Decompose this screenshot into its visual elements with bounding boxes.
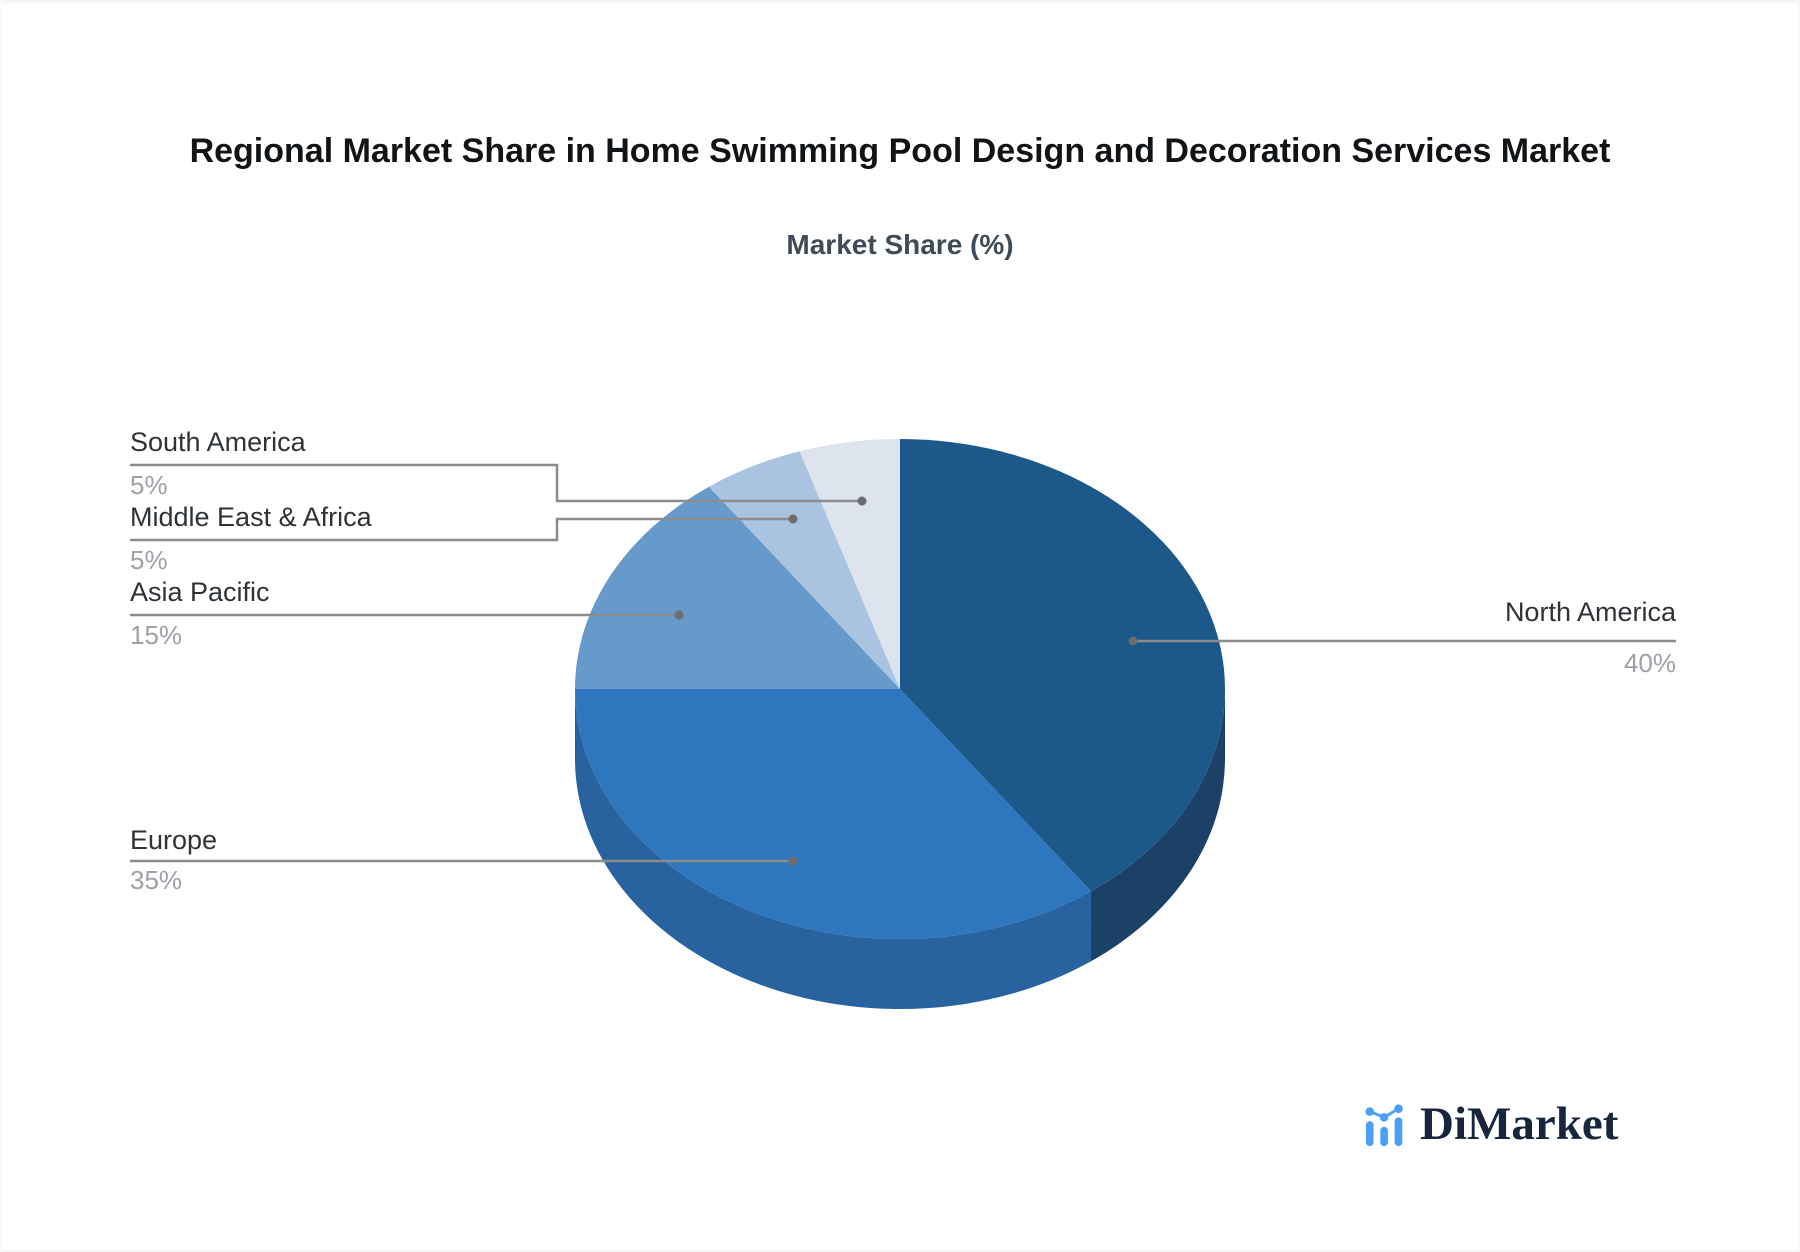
callout-value-asia-pacific: 15%	[130, 620, 183, 650]
page-edge-right	[1798, 0, 1800, 1252]
callout-dot-asia-pacific	[674, 610, 684, 620]
pie-side-north-america	[1091, 689, 1225, 962]
pie-slice-north-america	[900, 439, 1225, 892]
callout-label-asia-pacific: Asia Pacific	[130, 577, 270, 607]
callout-label-north-america: North America	[1504, 597, 1676, 627]
callout-line-south-america	[130, 463, 862, 503]
pie-side-europe	[575, 689, 1092, 1010]
callout-value-north-america: 40%	[1623, 648, 1676, 678]
pie-slice-middle-east-africa	[708, 451, 900, 689]
bar-line-chart-icon	[1365, 1104, 1403, 1147]
callout-value-south-america: 5%	[130, 470, 168, 500]
callout-dot-europe	[788, 856, 798, 866]
pie-slice-asia-pacific	[575, 486, 900, 689]
callout-dot-south-america	[857, 496, 867, 506]
callout-label-south-america: South America	[130, 427, 306, 457]
page-edge-top	[0, 0, 1800, 3]
callout-dot-middle-east-africa	[788, 514, 798, 524]
pie-slice-europe	[575, 689, 1092, 940]
callout-value-europe: 35%	[130, 865, 183, 895]
callout-dot-north-america	[1128, 636, 1138, 646]
chart-subtitle: Market Share (%)	[786, 229, 1014, 260]
page-edge-left	[0, 0, 2, 1252]
page-edge-bottom	[0, 1250, 1800, 1252]
callout-label-europe: Europe	[130, 825, 218, 855]
dimarket-logo-text: DiMarket	[1420, 1098, 1619, 1150]
chart-title: Regional Market Share in Home Swimming P…	[189, 132, 1611, 170]
callout-label-middle-east-africa: Middle East & Africa	[130, 502, 372, 532]
callout-line-middle-east-africa	[130, 517, 793, 542]
callout-value-middle-east-africa: 5%	[130, 545, 168, 575]
